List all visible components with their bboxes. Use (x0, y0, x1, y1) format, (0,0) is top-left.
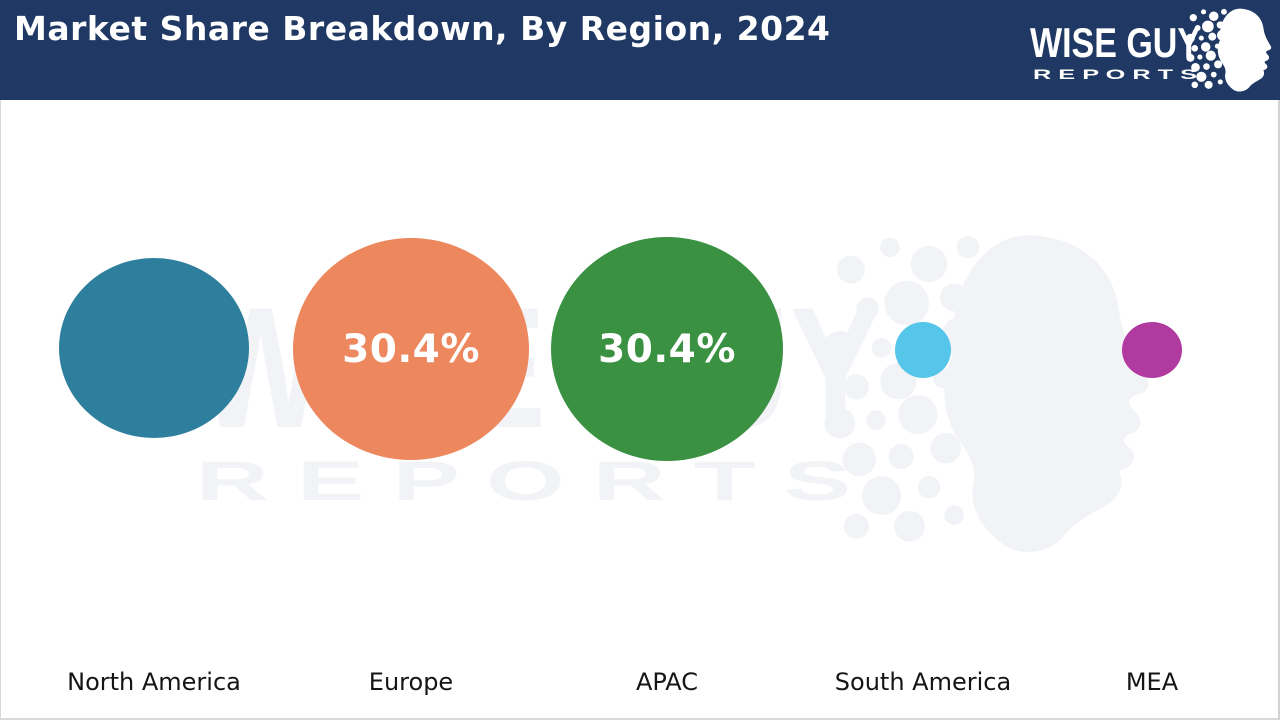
bubble-mea (1122, 322, 1182, 378)
category-label-mea: MEA (1125, 668, 1179, 696)
watermark-face-icon (823, 235, 1149, 552)
header-bar: Market Share Breakdown, By Region, 2024 … (0, 0, 1280, 100)
logo-subtext: R E P O R T S (1033, 66, 1197, 82)
category-label-south-america: South America (834, 668, 1012, 696)
category-label-europe: Europe (368, 668, 454, 696)
bubble-value-label: 30.4% (342, 326, 480, 372)
category-label-north-america: North America (67, 668, 241, 696)
category-label-apac: APAC (635, 668, 699, 696)
logo-wordmark: WISE GUY (1030, 19, 1200, 66)
bubble-chart: WISE GUY R E P O R T S North America 30.4… (0, 100, 1280, 720)
bubble-europe: 30.4% (293, 238, 529, 460)
bubble-apac: 30.4% (551, 237, 783, 461)
wiseguy-logo-icon: WISE GUY R E P O R T S (1030, 8, 1272, 92)
page-title: Market Share Breakdown, By Region, 2024 (14, 9, 831, 48)
bubble-south-america (895, 322, 951, 378)
watermark-subtext: R E P O R T S (196, 449, 851, 512)
brand-logo: WISE GUY R E P O R T S (1028, 5, 1278, 95)
bubble-north-america (59, 258, 249, 438)
bubble-value-label: 30.4% (598, 326, 736, 372)
